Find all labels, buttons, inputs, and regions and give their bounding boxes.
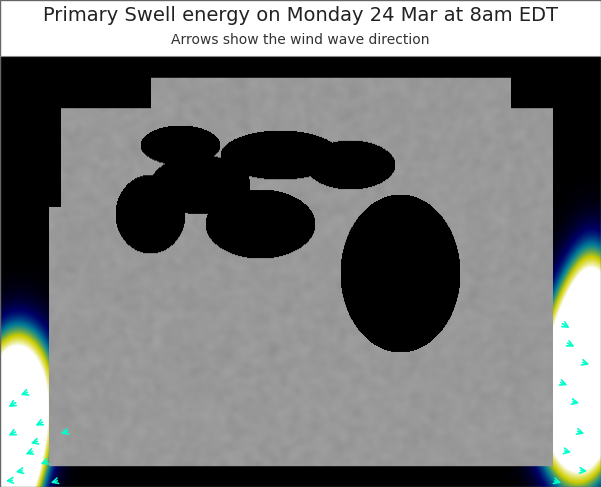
Text: Primary Swell energy on Monday 24 Mar at 8am EDT: Primary Swell energy on Monday 24 Mar at… xyxy=(43,6,558,25)
Text: Arrows show the wind wave direction: Arrows show the wind wave direction xyxy=(171,33,430,47)
